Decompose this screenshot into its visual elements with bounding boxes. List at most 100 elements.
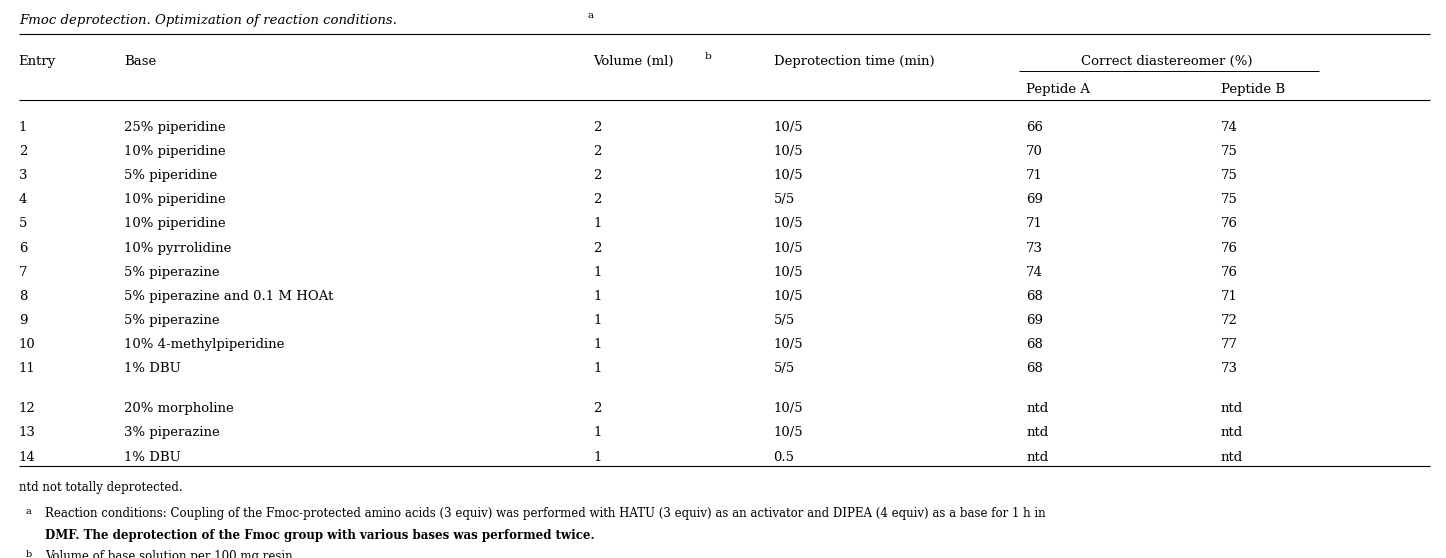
Text: 13: 13: [19, 426, 36, 440]
Text: 72: 72: [1220, 314, 1238, 327]
Text: 10/5: 10/5: [774, 290, 803, 303]
Text: Deprotection time (min): Deprotection time (min): [774, 55, 934, 68]
Text: 1% DBU: 1% DBU: [124, 450, 181, 464]
Text: 2: 2: [593, 242, 602, 254]
Text: 1: 1: [593, 362, 602, 375]
Text: 12: 12: [19, 402, 36, 415]
Text: 5/5: 5/5: [774, 314, 795, 327]
Text: 10% piperidine: 10% piperidine: [124, 218, 226, 230]
Text: 71: 71: [1027, 169, 1043, 182]
Text: 68: 68: [1027, 290, 1043, 303]
Text: ntd: ntd: [1220, 450, 1244, 464]
Text: 10% 4-methylpiperidine: 10% 4-methylpiperidine: [124, 338, 285, 351]
Text: 74: 74: [1027, 266, 1043, 278]
Text: 71: 71: [1027, 218, 1043, 230]
Text: 5: 5: [19, 218, 27, 230]
Text: 10/5: 10/5: [774, 402, 803, 415]
Text: 5% piperidine: 5% piperidine: [124, 169, 217, 182]
Text: 9: 9: [19, 314, 27, 327]
Text: 74: 74: [1220, 121, 1238, 134]
Text: 7: 7: [19, 266, 27, 278]
Text: 25% piperidine: 25% piperidine: [124, 121, 226, 134]
Text: 10/5: 10/5: [774, 426, 803, 440]
Text: ntd: ntd: [1220, 426, 1244, 440]
Text: ntd: ntd: [1027, 402, 1048, 415]
Text: a: a: [26, 507, 32, 516]
Text: 1: 1: [593, 266, 602, 278]
Text: Peptide B: Peptide B: [1220, 83, 1285, 96]
Text: 10/5: 10/5: [774, 121, 803, 134]
Text: 76: 76: [1220, 218, 1238, 230]
Text: DMF. The deprotection of the Fmoc group with various bases was performed twice.: DMF. The deprotection of the Fmoc group …: [45, 528, 594, 542]
Text: 75: 75: [1220, 193, 1238, 206]
Text: 5% piperazine: 5% piperazine: [124, 266, 220, 278]
Text: 73: 73: [1027, 242, 1043, 254]
Text: 66: 66: [1027, 121, 1043, 134]
Text: 1: 1: [19, 121, 27, 134]
Text: Peptide A: Peptide A: [1027, 83, 1090, 96]
Text: 76: 76: [1220, 266, 1238, 278]
Text: 2: 2: [593, 169, 602, 182]
Text: 77: 77: [1220, 338, 1238, 351]
Text: 1: 1: [593, 338, 602, 351]
Text: 10% piperidine: 10% piperidine: [124, 145, 226, 158]
Text: 3% piperazine: 3% piperazine: [124, 426, 220, 440]
Text: 4: 4: [19, 193, 27, 206]
Text: 10% pyrrolidine: 10% pyrrolidine: [124, 242, 231, 254]
Text: 14: 14: [19, 450, 36, 464]
Text: 3: 3: [19, 169, 27, 182]
Text: b: b: [704, 52, 711, 61]
Text: 76: 76: [1220, 242, 1238, 254]
Text: ntd: ntd: [1027, 426, 1048, 440]
Text: 6: 6: [19, 242, 27, 254]
Text: 1: 1: [593, 314, 602, 327]
Text: 75: 75: [1220, 145, 1238, 158]
Text: 2: 2: [593, 193, 602, 206]
Text: 5/5: 5/5: [774, 193, 795, 206]
Text: 5/5: 5/5: [774, 362, 795, 375]
Text: 69: 69: [1027, 193, 1043, 206]
Text: Entry: Entry: [19, 55, 56, 68]
Text: 5% piperazine and 0.1 M HOAt: 5% piperazine and 0.1 M HOAt: [124, 290, 334, 303]
Text: 0.5: 0.5: [774, 450, 794, 464]
Text: 11: 11: [19, 362, 36, 375]
Text: 1: 1: [593, 218, 602, 230]
Text: 1: 1: [593, 290, 602, 303]
Text: ntd: ntd: [1027, 450, 1048, 464]
Text: b: b: [26, 550, 32, 558]
Text: 2: 2: [593, 402, 602, 415]
Text: 2: 2: [593, 145, 602, 158]
Text: 8: 8: [19, 290, 27, 303]
Text: ntd not totally deprotected.: ntd not totally deprotected.: [19, 482, 182, 494]
Text: 68: 68: [1027, 338, 1043, 351]
Text: 75: 75: [1220, 169, 1238, 182]
Text: 10/5: 10/5: [774, 242, 803, 254]
Text: 73: 73: [1220, 362, 1238, 375]
Text: a: a: [587, 11, 593, 20]
Text: 10/5: 10/5: [774, 338, 803, 351]
Text: 10% piperidine: 10% piperidine: [124, 193, 226, 206]
Text: 69: 69: [1027, 314, 1043, 327]
Text: Reaction conditions: Coupling of the Fmoc-protected amino acids (3 equiv) was pe: Reaction conditions: Coupling of the Fmo…: [45, 507, 1045, 520]
Text: 68: 68: [1027, 362, 1043, 375]
Text: ntd: ntd: [1220, 402, 1244, 415]
Text: Base: Base: [124, 55, 156, 68]
Text: 10/5: 10/5: [774, 169, 803, 182]
Text: 10/5: 10/5: [774, 218, 803, 230]
Text: Volume of base solution per 100 mg resin.: Volume of base solution per 100 mg resin…: [45, 550, 296, 558]
Text: 2: 2: [593, 121, 602, 134]
Text: Fmoc deprotection. Optimization of reaction conditions.: Fmoc deprotection. Optimization of react…: [19, 14, 396, 27]
Text: 1% DBU: 1% DBU: [124, 362, 181, 375]
Text: 71: 71: [1220, 290, 1238, 303]
Text: Volume (ml): Volume (ml): [593, 55, 674, 68]
Text: Correct diastereomer (%): Correct diastereomer (%): [1082, 55, 1252, 68]
Text: 10/5: 10/5: [774, 266, 803, 278]
Text: 10: 10: [19, 338, 36, 351]
Text: 1: 1: [593, 450, 602, 464]
Text: 70: 70: [1027, 145, 1043, 158]
Text: 10/5: 10/5: [774, 145, 803, 158]
Text: 20% morpholine: 20% morpholine: [124, 402, 234, 415]
Text: 5% piperazine: 5% piperazine: [124, 314, 220, 327]
Text: 1: 1: [593, 426, 602, 440]
Text: 2: 2: [19, 145, 27, 158]
